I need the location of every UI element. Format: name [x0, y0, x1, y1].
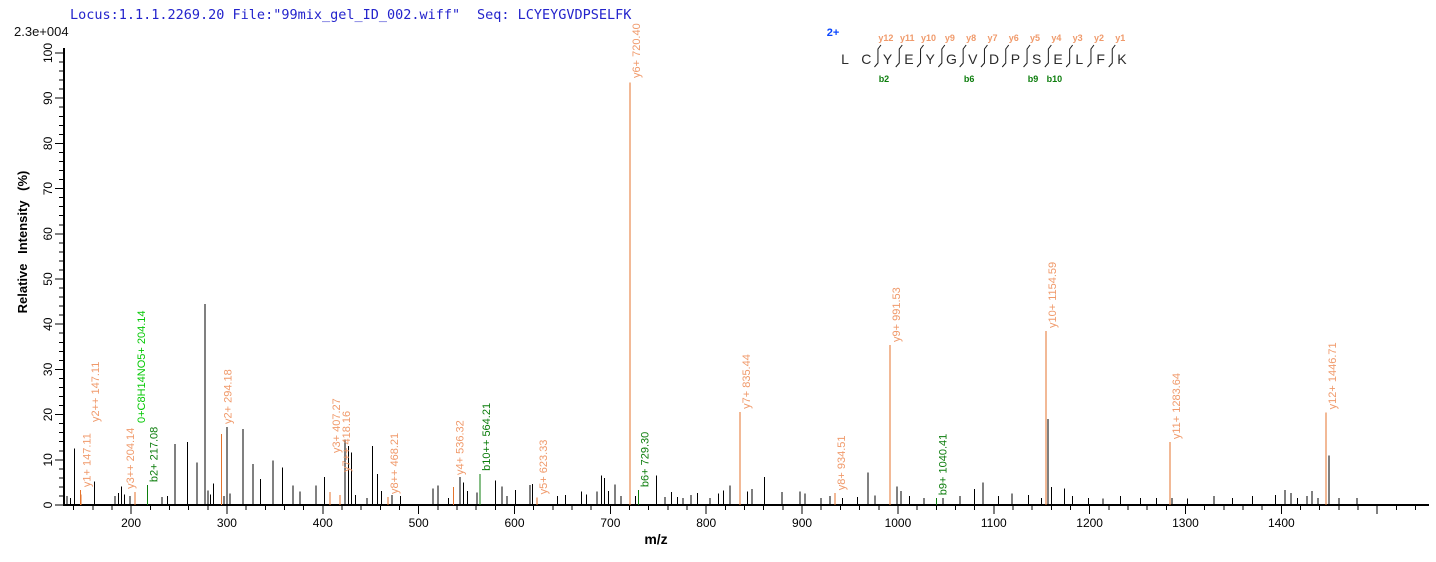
cleavage-mark-y5	[1023, 44, 1031, 68]
y-ion-label-y9: y9	[945, 33, 955, 43]
peak-label-y2++: y2++ 147.11	[90, 362, 102, 422]
x-tick-label: 700	[600, 516, 620, 530]
peak-label-y10+: y10+ 1154.59	[1047, 262, 1059, 328]
y-ion-label-y5: y5	[1030, 33, 1040, 43]
y-ion-label-y3: y3	[1073, 33, 1083, 43]
peak-label-y1+: y1+ 147.11	[81, 433, 93, 487]
peak-label-0+C8H14NO5+: 0+C8H14NO5+ 204.14	[136, 310, 148, 423]
cleavage-mark-y8	[959, 44, 967, 68]
cleavage-mark-y6	[1001, 44, 1010, 68]
residue-2: C	[861, 51, 871, 67]
residue-5: Y	[926, 51, 936, 67]
x-tick-label: 1400	[1268, 516, 1295, 530]
y-tick-label: 80	[41, 136, 55, 150]
residue-8: D	[989, 51, 999, 67]
residue-7: V	[968, 51, 978, 67]
y-ion-label-y10: y10	[921, 33, 936, 43]
y-tick-label: 100	[41, 43, 55, 63]
intensity-scale-label: 2.3e+004	[14, 24, 69, 39]
cleavage-mark-y12	[874, 44, 882, 68]
y-ion-label-y8: y8	[966, 33, 976, 43]
x-tick-label: 400	[313, 516, 333, 530]
peak-label-b2+: b2+ 217.08	[148, 427, 160, 482]
y-tick-label: 50	[41, 272, 55, 286]
cleavage-mark-y3	[1065, 44, 1074, 68]
cleavage-mark-y9	[937, 44, 946, 68]
residue-1: L	[841, 51, 849, 67]
x-tick-label: 200	[121, 516, 141, 530]
precursor-charge-label: 2+	[827, 27, 840, 39]
cleavage-mark-y11	[895, 44, 903, 68]
y-axis-title: Relative Intensity (%)	[15, 171, 30, 314]
y-ion-label-y4: y4	[1051, 33, 1061, 43]
peak-label-y6+: y6+ 720.40	[631, 23, 643, 78]
y-tick-label: 90	[41, 91, 55, 105]
x-tick-label: 500	[409, 516, 429, 530]
x-tick-label: 300	[217, 516, 237, 530]
cleavage-mark-y1	[1108, 44, 1116, 68]
residue-11: E	[1053, 51, 1062, 67]
peak-label-y7++: y7++ 418.16	[341, 411, 353, 472]
peaks	[66, 82, 1358, 505]
y-tick-label: 0	[41, 501, 55, 508]
peak-label-y8++: y8++ 468.21	[389, 433, 401, 494]
y-ion-label-y7: y7	[987, 33, 997, 43]
cleavage-mark-y10	[916, 44, 924, 68]
y-ion-label-y12: y12	[878, 33, 893, 43]
residue-13: F	[1096, 51, 1105, 67]
residue-9: P	[1011, 51, 1020, 67]
peak-label-b6+: b6+ 729.30	[639, 432, 651, 487]
y-tick-label: 60	[41, 227, 55, 241]
residue-4: E	[904, 51, 913, 67]
y-tick-label: 70	[41, 182, 55, 196]
y-tick-label: 40	[41, 317, 55, 331]
y-tick-label: 10	[41, 453, 55, 467]
residue-12: L	[1075, 51, 1083, 67]
b-ion-label-b9: b9	[1028, 74, 1039, 84]
peak-label-y3++: y3++ 204.14	[125, 428, 137, 489]
y-ion-label-y11: y11	[900, 33, 915, 43]
b-ion-label-b2: b2	[879, 74, 890, 84]
cleavage-mark-y2	[1087, 44, 1095, 68]
peak-label-b9+: b9+ 1040.41	[938, 434, 950, 495]
peak-label-y3+: y3+ 407.27	[331, 398, 343, 453]
peak-label-y7+: y7+ 835.44	[741, 354, 753, 409]
peak-label-y12+: y12+ 1446.71	[1327, 342, 1339, 409]
residue-3: Y	[883, 51, 893, 67]
axes	[55, 48, 1429, 514]
residue-6: G	[946, 51, 957, 67]
residue-14: K	[1117, 51, 1127, 67]
peak-label-y4+: y4+ 536.32	[454, 420, 466, 475]
x-tick-label: 1000	[885, 516, 912, 530]
peak-label-y8+: y8+ 934.51	[836, 435, 848, 490]
sequence-header-label: Seq: LCYEYGVDPSELFK	[477, 7, 632, 23]
x-tick-label: 600	[504, 516, 524, 530]
x-tick-label: 1300	[1172, 516, 1199, 530]
peak-label-y5+: y5+ 623.33	[538, 440, 550, 495]
peak-label-b10++: b10++ 564.21	[481, 403, 493, 471]
x-tick-label: 900	[792, 516, 812, 530]
peak-label-y9+: y9+ 991.53	[891, 287, 903, 342]
y-ion-label-y6: y6	[1009, 33, 1019, 43]
y-ion-label-y2: y2	[1094, 33, 1104, 43]
locus-file-label: Locus:1.1.1.2269.20 File:"99mix_gel_ID_0…	[70, 7, 461, 23]
b-ion-label-b10: b10	[1047, 74, 1063, 84]
y-ion-label-y1: y1	[1115, 33, 1125, 43]
residue-10: S	[1032, 51, 1041, 67]
x-tick-label: 1100	[981, 516, 1007, 530]
cleavage-mark-y7	[980, 44, 988, 68]
b-ion-label-b6: b6	[964, 74, 975, 84]
x-tick-label: 800	[696, 516, 716, 530]
x-tick-label: 1200	[1076, 516, 1103, 530]
y-tick-label: 20	[41, 408, 55, 422]
peak-label-y11+: y11+ 1283.64	[1171, 373, 1183, 439]
peak-label-y2+: y2+ 294.18	[222, 369, 234, 424]
y-tick-label: 30	[41, 362, 55, 376]
cleavage-mark-y4	[1044, 44, 1052, 68]
x-axis-title: m/z	[644, 531, 667, 547]
